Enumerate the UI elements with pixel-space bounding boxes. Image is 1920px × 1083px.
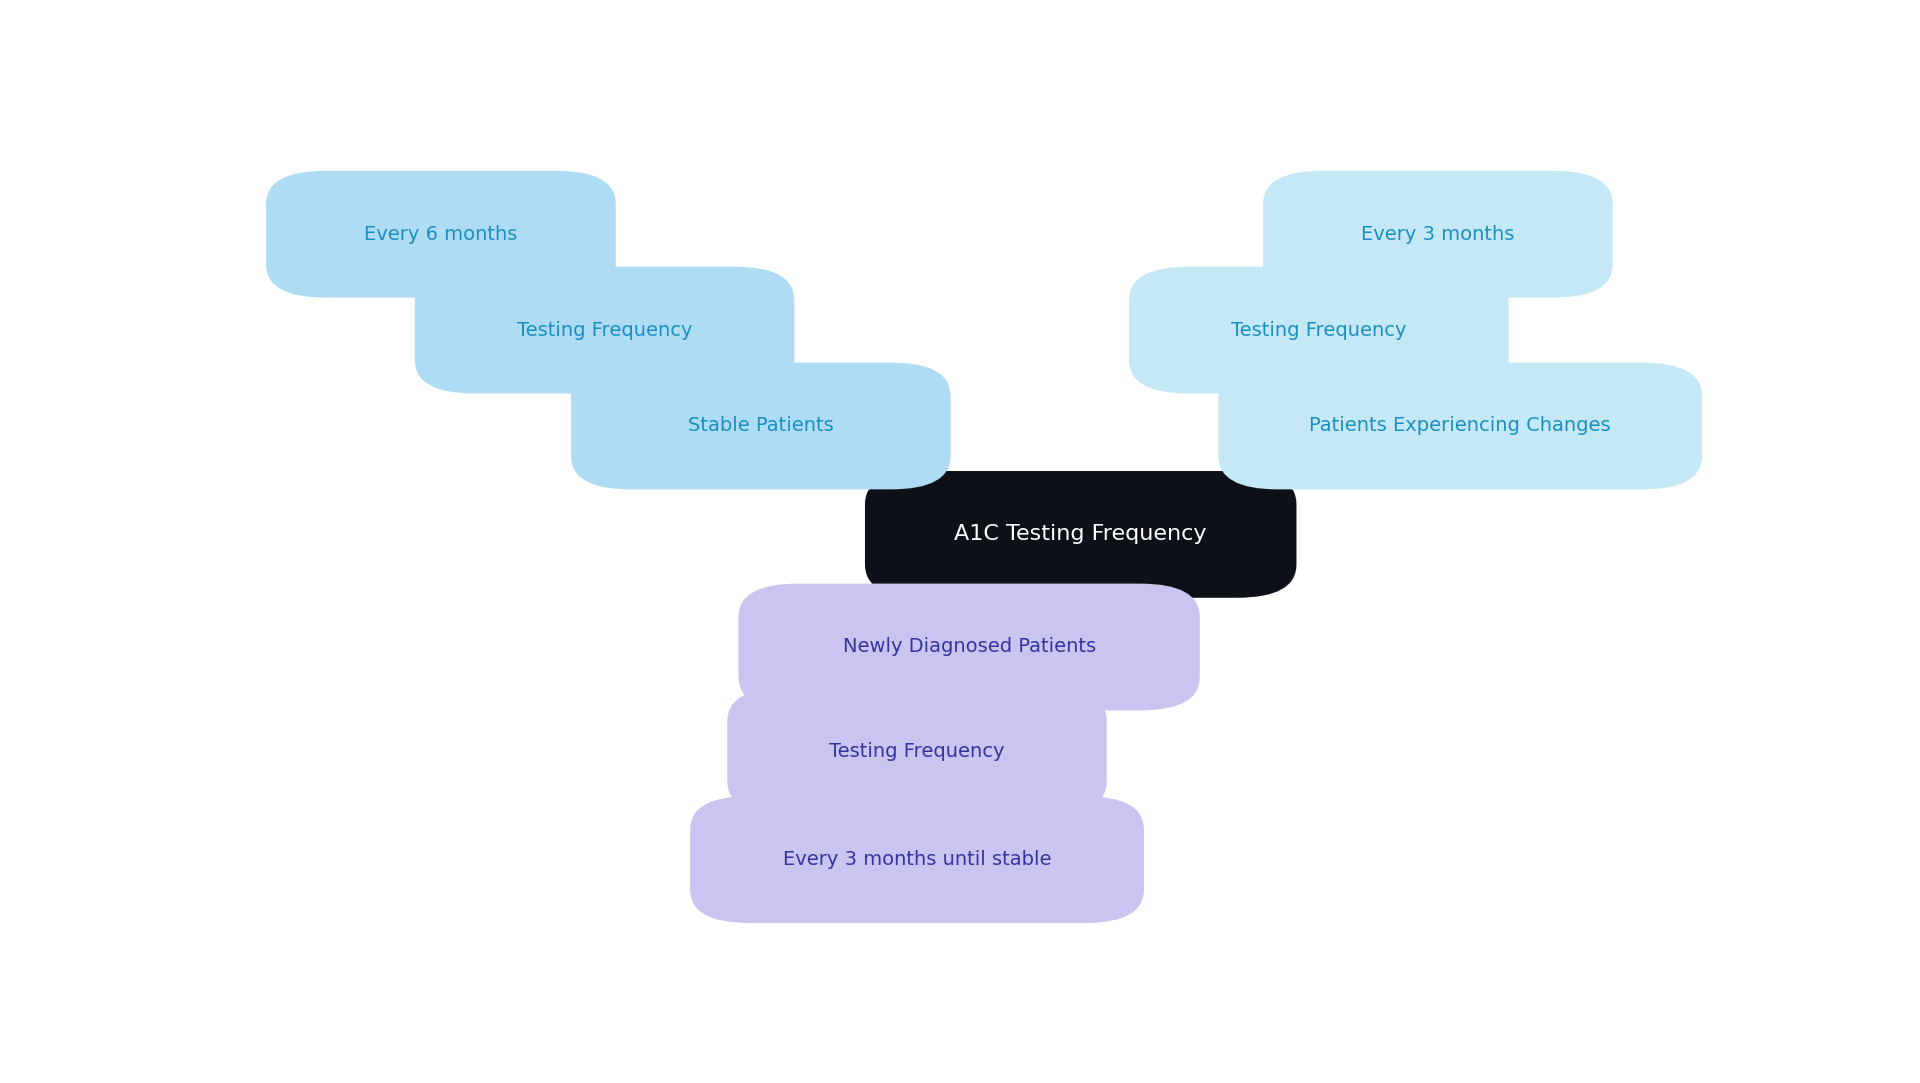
- FancyBboxPatch shape: [267, 171, 616, 298]
- FancyBboxPatch shape: [689, 796, 1144, 923]
- FancyBboxPatch shape: [1219, 363, 1701, 490]
- Text: Every 3 months until stable: Every 3 months until stable: [783, 850, 1052, 870]
- FancyBboxPatch shape: [864, 471, 1296, 598]
- FancyBboxPatch shape: [1263, 171, 1613, 298]
- FancyBboxPatch shape: [728, 688, 1106, 814]
- Text: Newly Diagnosed Patients: Newly Diagnosed Patients: [843, 638, 1096, 656]
- Text: A1C Testing Frequency: A1C Testing Frequency: [954, 524, 1208, 545]
- FancyBboxPatch shape: [570, 363, 950, 490]
- Text: Every 3 months: Every 3 months: [1361, 224, 1515, 244]
- FancyBboxPatch shape: [1129, 266, 1509, 393]
- FancyBboxPatch shape: [739, 584, 1200, 710]
- Text: Patients Experiencing Changes: Patients Experiencing Changes: [1309, 417, 1611, 435]
- Text: Stable Patients: Stable Patients: [687, 417, 833, 435]
- Text: Testing Frequency: Testing Frequency: [516, 321, 693, 340]
- Text: Testing Frequency: Testing Frequency: [829, 742, 1004, 760]
- Text: Every 6 months: Every 6 months: [365, 224, 518, 244]
- FancyBboxPatch shape: [415, 266, 795, 393]
- Text: Testing Frequency: Testing Frequency: [1231, 321, 1407, 340]
